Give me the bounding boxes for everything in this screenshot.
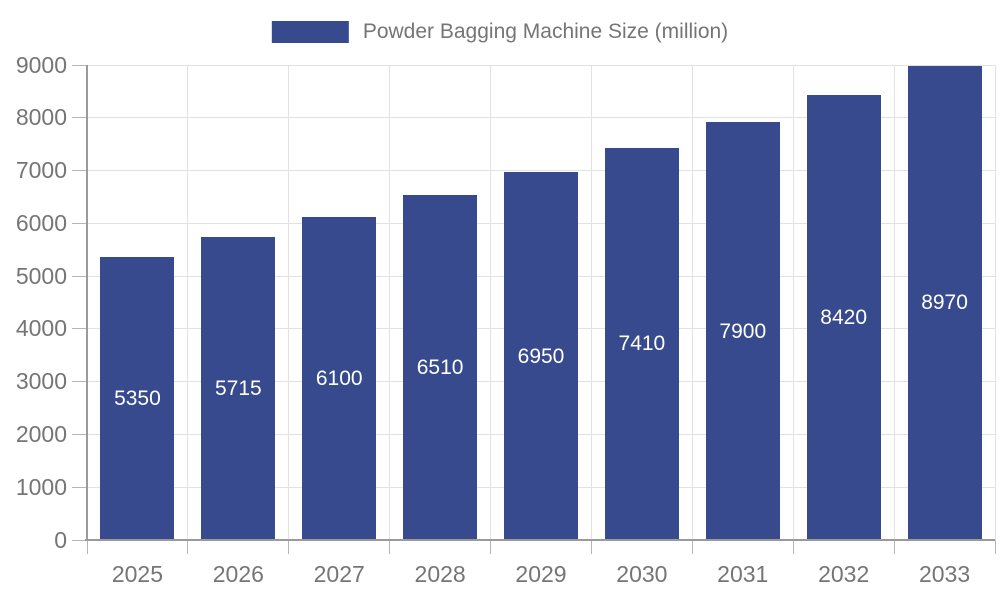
chart-plot-area: 0 1000 2000 3000 4000 5000 6000 7000 8000 9000 535…: [16, 53, 996, 587]
y-tick-label: 3000: [15, 368, 67, 395]
y-tick-label: 2000: [15, 420, 67, 447]
x-axis-tick: [691, 540, 693, 554]
x-axis-tick: [792, 540, 794, 554]
x-tick-label: 2025: [111, 561, 164, 587]
y-tick-label: 1000: [15, 473, 67, 500]
v-gridline: [994, 65, 996, 540]
v-gridline: [893, 65, 895, 540]
x-tick-label: 2033: [918, 561, 971, 587]
bar[interactable]: [907, 65, 982, 539]
x-axis-line: [85, 539, 995, 541]
y-axis-tick: [72, 328, 87, 330]
x-axis-tick: [893, 540, 895, 554]
x-axis-tick: [590, 540, 592, 554]
v-gridline: [490, 65, 492, 540]
h-gridline: [87, 117, 995, 119]
x-axis-tick: [490, 540, 492, 554]
v-gridline: [792, 65, 794, 540]
v-gridline: [187, 65, 189, 540]
x-tick-label: 2029: [515, 561, 567, 587]
y-axis-tick: [72, 486, 87, 488]
x-axis-tick: [994, 540, 996, 554]
bar-value-label: 6510: [416, 356, 464, 380]
x-tick-label: 2032: [818, 561, 870, 587]
y-tick-label: 0: [54, 526, 67, 553]
legend-swatch-icon: [271, 21, 349, 43]
y-axis-tick: [72, 64, 87, 66]
y-axis-tick: [72, 117, 87, 119]
bar[interactable]: [100, 256, 175, 539]
y-tick-label: 5000: [15, 262, 67, 289]
x-axis-tick: [389, 540, 391, 554]
bar-value-label: 5350: [114, 386, 161, 410]
bar[interactable]: [705, 122, 780, 539]
y-axis-tick: [72, 433, 87, 435]
y-tick-label: 7000: [15, 157, 67, 184]
legend-label: Powder Bagging Machine Size (million): [362, 20, 729, 43]
h-gridline: [87, 170, 995, 172]
y-axis-tick: [72, 222, 87, 224]
y-axis-tick: [72, 539, 87, 541]
y-axis-line: [86, 65, 88, 540]
x-tick-label: 2027: [313, 561, 365, 587]
bar-value-label: 6950: [517, 344, 565, 368]
y-tick-label: 9000: [15, 51, 67, 78]
x-tick-label: 2028: [414, 561, 466, 587]
x-tick-label: 2031: [717, 561, 769, 587]
bar[interactable]: [302, 217, 377, 539]
bar[interactable]: [201, 237, 276, 539]
bar-value-label: 8420: [820, 305, 868, 329]
v-gridline: [288, 65, 290, 540]
y-tick-label: 8000: [15, 104, 67, 131]
bar[interactable]: [504, 172, 578, 539]
v-gridline: [389, 65, 391, 540]
legend-item[interactable]: Powder Bagging Machine Size (million): [271, 20, 729, 44]
y-axis-tick: [72, 170, 87, 172]
y-tick-label: 4000: [15, 315, 67, 342]
bar-value-label: 5715: [214, 377, 262, 401]
bar[interactable]: [604, 147, 679, 539]
x-axis-tick: [86, 540, 88, 554]
bar-value-label: 7410: [618, 332, 666, 356]
bar[interactable]: [806, 94, 881, 539]
y-axis-tick: [72, 381, 87, 383]
bar-value-label: 8970: [921, 291, 968, 315]
v-gridline: [590, 65, 592, 540]
x-tick-label: 2026: [212, 561, 264, 587]
y-tick-label: 6000: [15, 209, 67, 236]
x-axis-tick: [288, 540, 290, 554]
bar-value-label: 7900: [719, 319, 767, 343]
v-gridline: [691, 65, 693, 540]
bar-value-label: 6100: [315, 367, 363, 391]
x-axis-tick: [187, 540, 189, 554]
h-gridline: [87, 64, 995, 66]
y-axis-tick: [72, 275, 87, 277]
x-tick-label: 2030: [616, 561, 668, 587]
bar[interactable]: [403, 195, 478, 539]
